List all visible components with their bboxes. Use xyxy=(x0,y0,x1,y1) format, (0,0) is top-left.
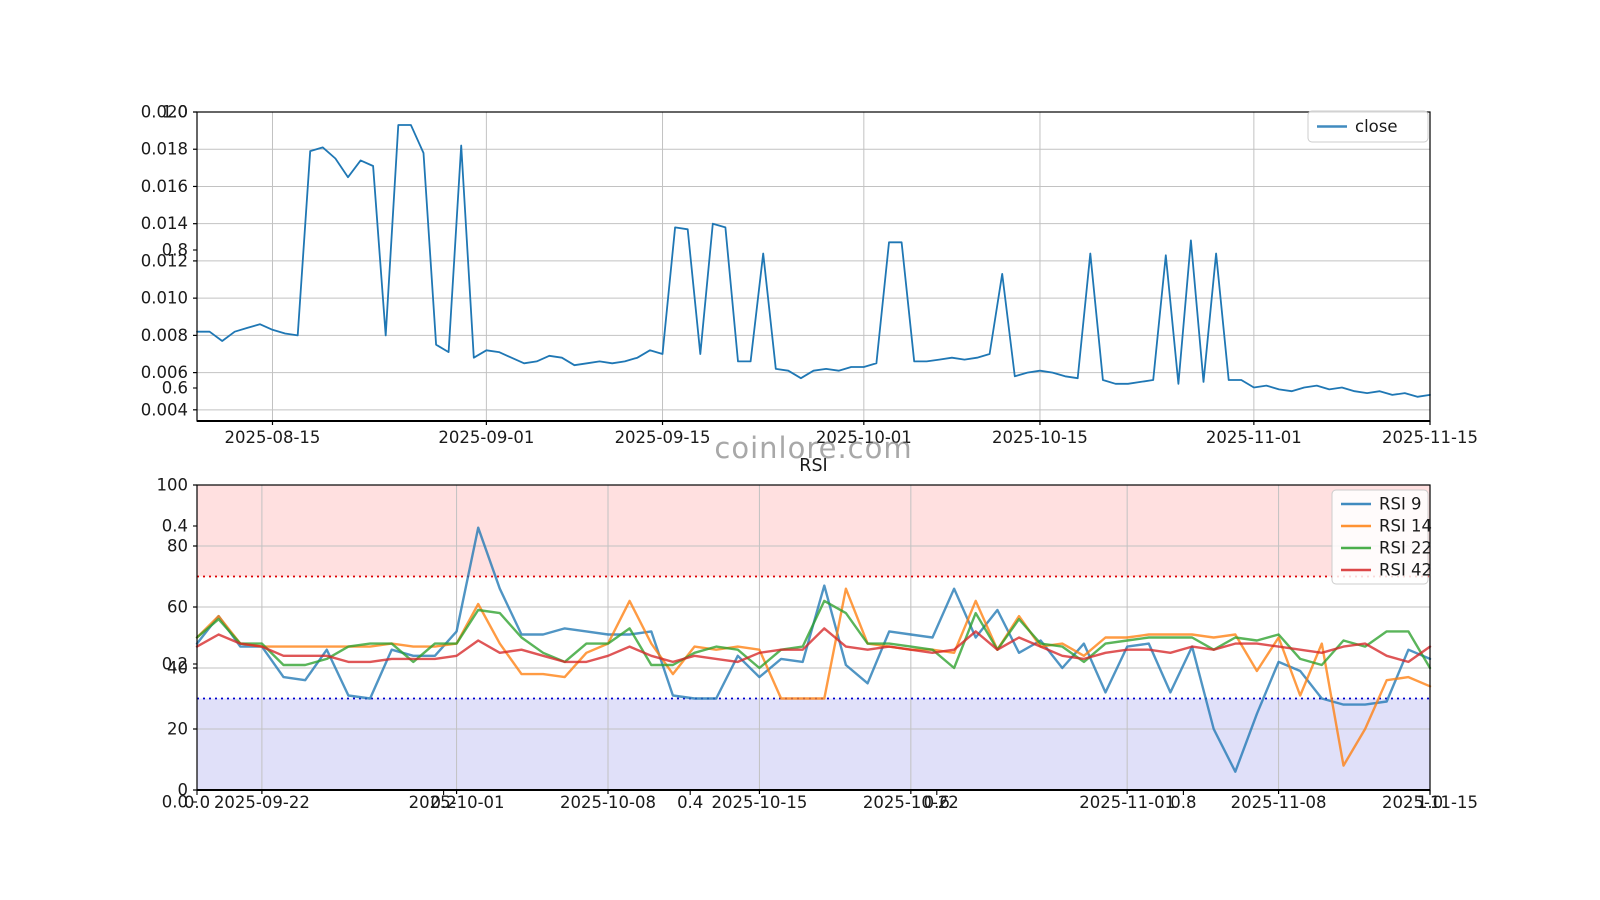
y-tick-label: 0.004 xyxy=(141,400,188,419)
y-tick-label: 0.016 xyxy=(141,177,188,196)
x-tick-label: 2025-09-22 xyxy=(214,793,310,812)
y-tick-label: 0.008 xyxy=(141,326,188,345)
legend-item-label: RSI 14 xyxy=(1379,517,1432,536)
y-tick-label: 0 xyxy=(178,781,189,800)
stray-y-tick-label: 0.0 xyxy=(162,793,188,812)
x-tick-label: 2025-11-15 xyxy=(1382,428,1478,447)
close-line xyxy=(196,124,1431,398)
stray-y-tick-label: 0.6 xyxy=(162,379,188,398)
stray-y-tick-label: 0.4 xyxy=(162,517,188,536)
x-tick-label: 2025-09-01 xyxy=(438,428,534,447)
stray-y-tick-label: 0.8 xyxy=(162,241,188,260)
x-tick-label: 2025-11-08 xyxy=(1231,793,1327,812)
y-tick-label: 0.012 xyxy=(141,251,188,270)
x-tick-label: 2025-11-15 xyxy=(1382,793,1478,812)
axes-frame xyxy=(196,111,1431,422)
y-tick-label: 0.006 xyxy=(141,363,188,382)
x-tick-label: 2025-09-15 xyxy=(615,428,711,447)
y-tick-label: 80 xyxy=(167,537,188,556)
y-tick-label: 0.014 xyxy=(141,214,188,233)
x-tick-label: 2025-10-01 xyxy=(409,793,505,812)
stray-y-tick-label: 1.0 xyxy=(162,103,188,122)
legend-item-label: RSI 22 xyxy=(1379,539,1432,558)
x-tick-label: 2025-10-15 xyxy=(992,428,1088,447)
x-tick-label: 2025-11-01 xyxy=(1206,428,1302,447)
rsi-22-line xyxy=(195,599,1432,670)
x-tick-label: 2025-10-15 xyxy=(711,793,807,812)
stray-y-tick-label: 0.2 xyxy=(162,655,188,674)
overbought-band xyxy=(197,485,1430,577)
y-tick-label: 100 xyxy=(157,476,189,495)
oversold-band xyxy=(197,698,1430,790)
y-tick-label: 40 xyxy=(167,659,188,678)
stray-x-tick-label: 0.2 xyxy=(430,793,456,812)
x-tick-label: 2025-11-01 xyxy=(1079,793,1175,812)
legend-item-label: RSI 9 xyxy=(1379,495,1422,514)
stray-x-tick-label: 0.4 xyxy=(677,793,703,812)
legend-box xyxy=(1331,489,1429,585)
stray-x-tick-label: 0.8 xyxy=(1170,793,1196,812)
y-tick-label: 20 xyxy=(167,720,188,739)
x-tick-label: 2025-10-22 xyxy=(863,793,959,812)
y-tick-label: 0.020 xyxy=(141,103,188,122)
rsi-42-line xyxy=(195,627,1432,664)
y-tick-label: 60 xyxy=(167,598,188,617)
legend-item-label: close xyxy=(1355,117,1398,136)
x-tick-label: 2025-08-15 xyxy=(225,428,321,447)
rsi-14-line xyxy=(195,587,1432,767)
x-tick-label: 2025-10-01 xyxy=(816,428,912,447)
y-tick-label: 0.010 xyxy=(141,289,188,308)
x-tick-label: 2025-10-08 xyxy=(560,793,656,812)
stray-x-tick-label: 1.0 xyxy=(1417,793,1443,812)
legend-item-label: RSI 42 xyxy=(1379,561,1432,580)
legend-box xyxy=(1307,110,1429,143)
y-tick-label: 0.018 xyxy=(141,140,188,159)
stray-x-tick-label: 0.6 xyxy=(924,793,950,812)
stray-x-tick-label: 0.0 xyxy=(184,793,210,812)
